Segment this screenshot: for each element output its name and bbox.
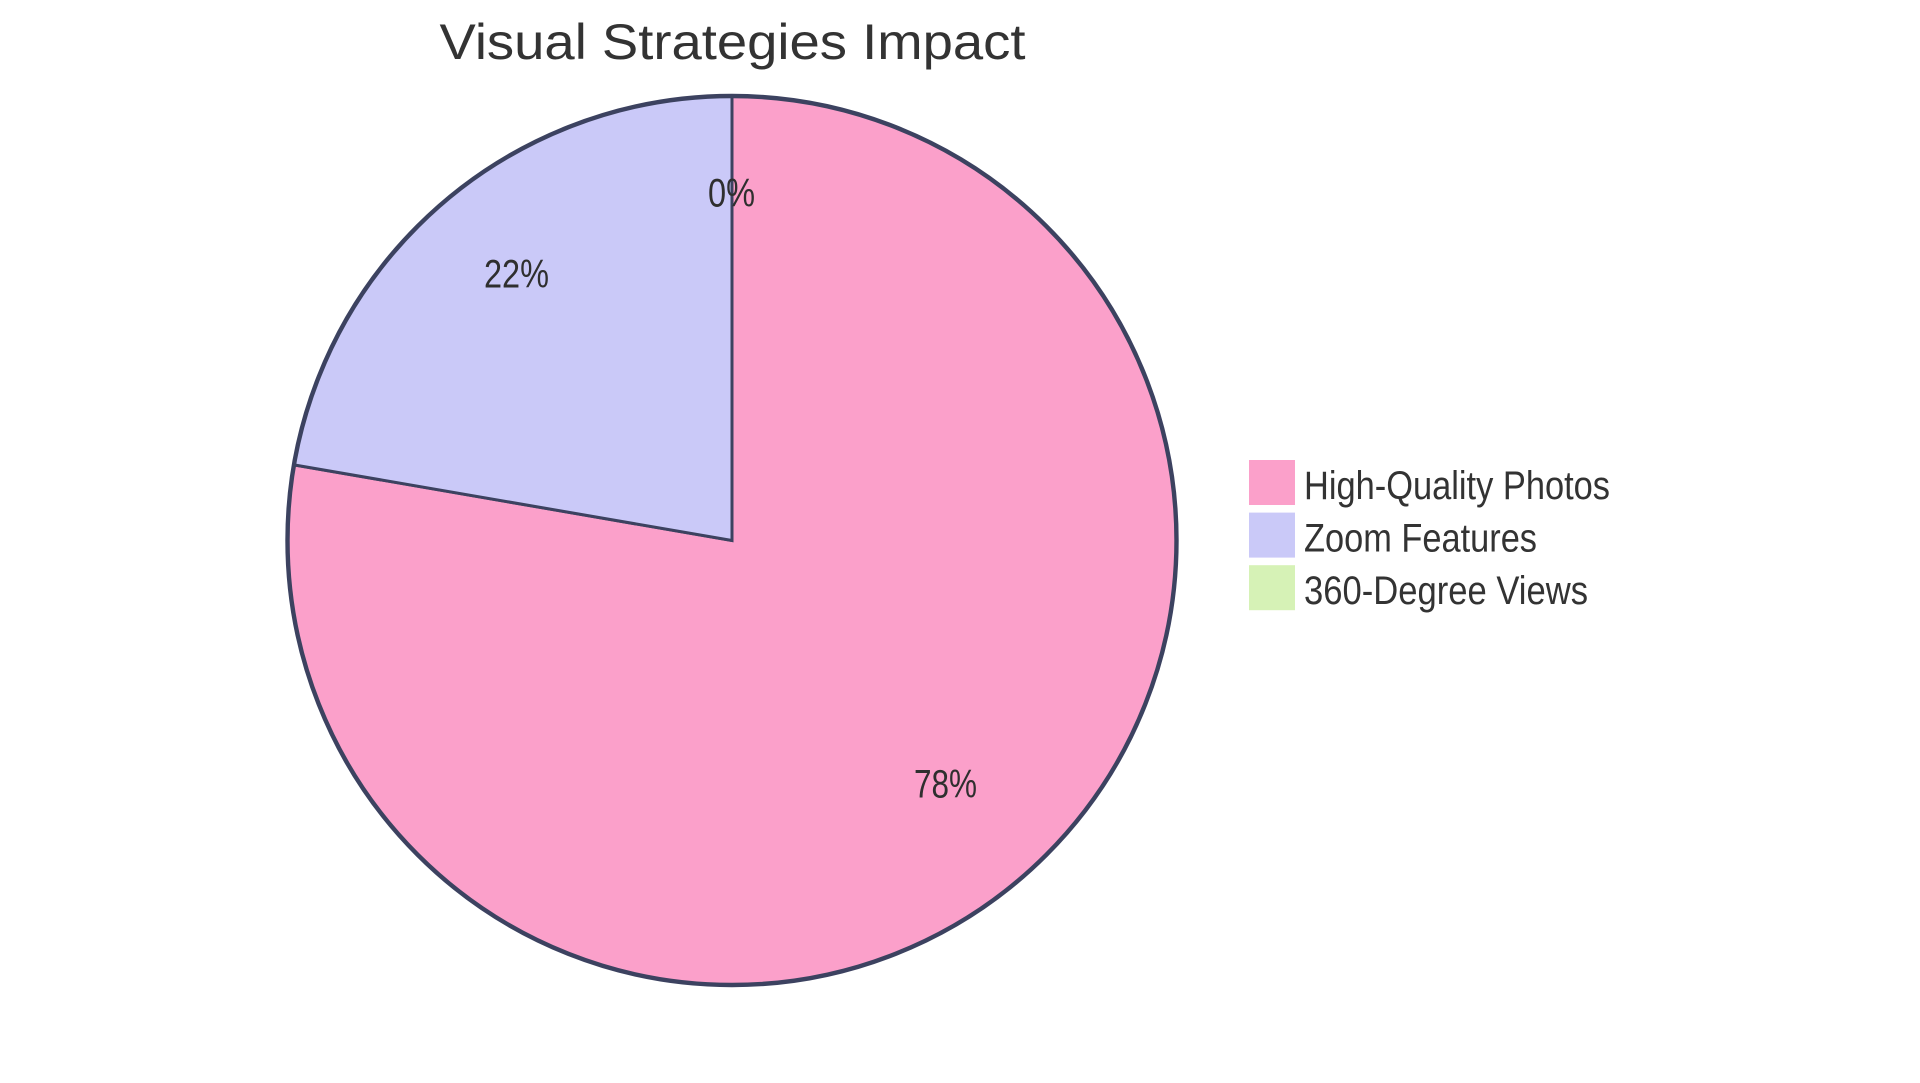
svg-text:Zoom Features: Zoom Features (1304, 517, 1537, 561)
svg-text:0%: 0% (708, 172, 755, 216)
svg-text:78%: 78% (914, 763, 977, 807)
svg-text:High-Quality Photos: High-Quality Photos (1304, 464, 1610, 508)
svg-text:22%: 22% (484, 253, 549, 297)
svg-text:Visual Strategies Impact: Visual Strategies Impact (440, 14, 1026, 70)
svg-text:360-Degree Views: 360-Degree Views (1304, 569, 1588, 613)
